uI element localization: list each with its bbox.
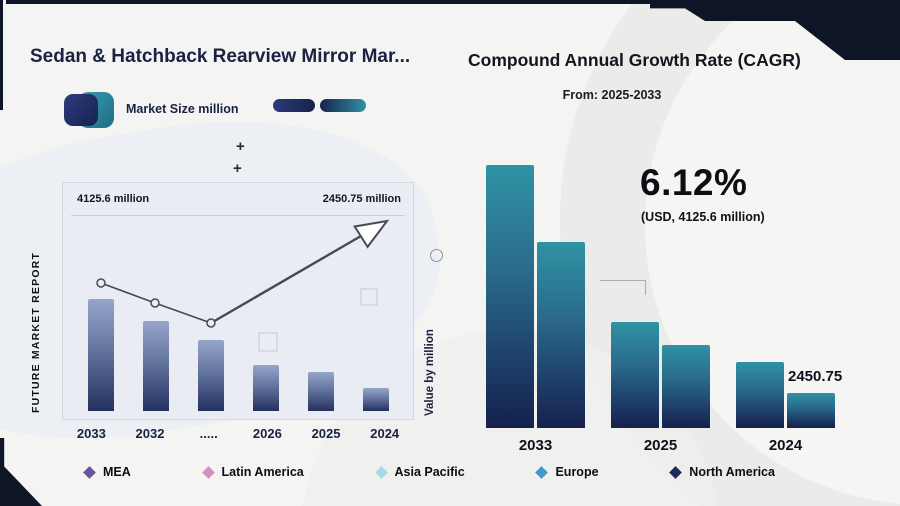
market-size-legend-label: Market Size million	[126, 102, 239, 116]
market-size-icon	[64, 94, 98, 126]
left-chart-y-axis-label: FUTURE MARKET REPORT	[30, 251, 42, 413]
left-chart-bar-slot	[73, 287, 128, 411]
left-chart-x-labels: 2033 2032..... 2026 2025 2024	[62, 426, 414, 441]
right-chart-bar-pair	[736, 362, 835, 428]
right-chart-x-label: 2025	[643, 437, 678, 454]
left-chart-end-value: 2450.75 million	[322, 193, 401, 205]
left-chart-bar	[362, 388, 389, 411]
right-chart-subtitle: From: 2025-2033	[562, 88, 662, 102]
legend-diamond-icon	[374, 465, 388, 479]
right-chart-group: 2033	[486, 165, 585, 454]
left-chart-bar	[87, 299, 114, 411]
legend-pill-teal	[320, 99, 366, 112]
right-chart-bar-pair	[611, 322, 710, 428]
legend-item-label: Europe	[555, 465, 599, 479]
left-chart-bar-slot	[238, 287, 293, 411]
right-chart-bar	[736, 362, 784, 428]
left-chart-title: Sedan & Hatchback Rearview Mirror Mar...	[30, 46, 411, 67]
left-chart-bars	[73, 287, 403, 411]
circle-decoration	[430, 249, 443, 262]
legend-item-asia-pacific: Asia Pacific	[374, 465, 465, 479]
bracket-decoration	[600, 280, 646, 295]
right-chart-x-label: 2024	[768, 437, 803, 454]
right-chart-group: 2025	[611, 322, 710, 454]
legend-item-mea: MEA	[83, 465, 131, 479]
right-chart-group: 2024	[736, 362, 835, 454]
cagr-detail: (USD, 4125.6 million)	[641, 210, 765, 224]
left-chart-bar	[307, 372, 334, 411]
right-chart-annotation: 2450.75	[788, 368, 843, 385]
left-chart-start-value: 4125.6 million	[77, 193, 150, 205]
bottom-left-corner-accent	[0, 438, 42, 506]
right-chart-y-axis-label: Value by million	[424, 329, 436, 416]
left-chart-x-label: 2032	[135, 426, 165, 441]
right-chart-bar	[611, 322, 659, 428]
footer-legend: MEA Latin America Asia Pacific Europe North …	[83, 465, 775, 479]
left-chart-bar	[142, 321, 169, 411]
cagr-value: 6.12%	[640, 162, 748, 203]
legend-item-latin-america: Latin America	[201, 465, 304, 479]
right-chart-bar	[662, 345, 710, 428]
legend-item-label: MEA	[103, 465, 131, 479]
left-chart-bar-slot	[348, 287, 403, 411]
legend-item-label: Asia Pacific	[394, 465, 465, 479]
left-chart-bar-slot	[183, 287, 238, 411]
left-chart-x-label: 2033	[76, 426, 106, 441]
right-chart-bar	[486, 165, 534, 428]
legend-diamond-icon	[83, 465, 96, 479]
legend-item-label: North America	[689, 465, 775, 479]
left-chart-bar-slot	[128, 287, 183, 411]
right-chart-groups: 2033 2025 2024	[486, 165, 835, 454]
legend-item-label: Latin America	[221, 465, 304, 479]
left-chart-x-label: 2024	[370, 426, 400, 441]
right-chart-title: Compound Annual Growth Rate (CAGR)	[468, 50, 801, 70]
plus-decoration: +	[236, 138, 245, 155]
left-chart-x-label: 2025	[311, 426, 341, 441]
legend-item-north-america: North America	[669, 465, 775, 479]
right-chart-bar	[787, 393, 835, 428]
left-chart-panel: 4125.6 million 2450.75 million	[62, 182, 414, 420]
legend-diamond-icon	[201, 465, 215, 479]
legend-item-europe: Europe	[535, 465, 599, 479]
left-chart-bar-slot	[293, 287, 348, 411]
legend-diamond-icon	[535, 465, 549, 479]
left-chart-x-label: 2026	[252, 426, 282, 441]
plus-decoration: +	[233, 160, 242, 177]
gridline	[71, 215, 405, 216]
right-chart-bar	[537, 242, 585, 428]
left-chart-x-label: .....	[199, 426, 218, 441]
left-border-accent	[0, 0, 3, 110]
right-chart-x-label: 2033	[518, 437, 553, 454]
left-chart-bar	[252, 365, 279, 411]
trend-arrow	[96, 219, 390, 352]
legend-diamond-icon	[669, 465, 683, 479]
top-border-accent	[6, 0, 656, 4]
right-chart-bar-pair	[486, 165, 585, 428]
left-chart-bar	[197, 340, 224, 411]
legend-pill-navy	[273, 99, 315, 112]
